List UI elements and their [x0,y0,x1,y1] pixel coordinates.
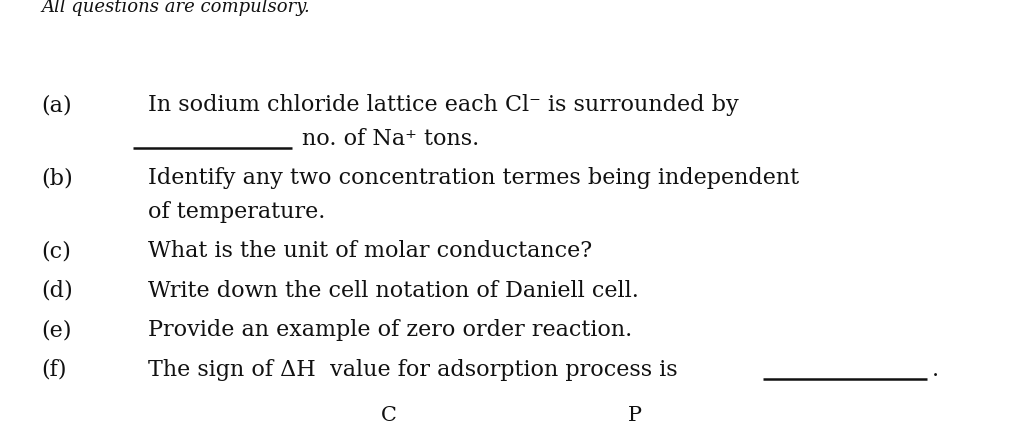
Text: In sodium chloride lattice each Cl⁻ is surrounded by: In sodium chloride lattice each Cl⁻ is s… [148,94,739,116]
Text: (b): (b) [41,167,73,189]
Text: (e): (e) [41,319,72,341]
Text: The sign of ΔH  value for adsorption process is: The sign of ΔH value for adsorption proc… [148,359,678,381]
Text: What is the unit of molar conductance?: What is the unit of molar conductance? [148,240,593,262]
Text: of temperature.: of temperature. [148,201,326,223]
Text: All questions are compulsory.: All questions are compulsory. [41,0,309,16]
Text: .: . [932,359,939,381]
Text: C: C [381,406,397,425]
Text: no. of Na⁺ tons.: no. of Na⁺ tons. [302,128,479,150]
Text: (a): (a) [41,94,72,116]
Text: (d): (d) [41,280,73,302]
Text: P: P [628,406,642,425]
Text: (c): (c) [41,240,71,262]
Text: Write down the cell notation of Daniell cell.: Write down the cell notation of Daniell … [148,280,639,302]
Text: (f): (f) [41,359,67,381]
Text: Provide an example of zero order reaction.: Provide an example of zero order reactio… [148,319,633,341]
Text: Identify any two concentration termes being independent: Identify any two concentration termes be… [148,167,800,189]
